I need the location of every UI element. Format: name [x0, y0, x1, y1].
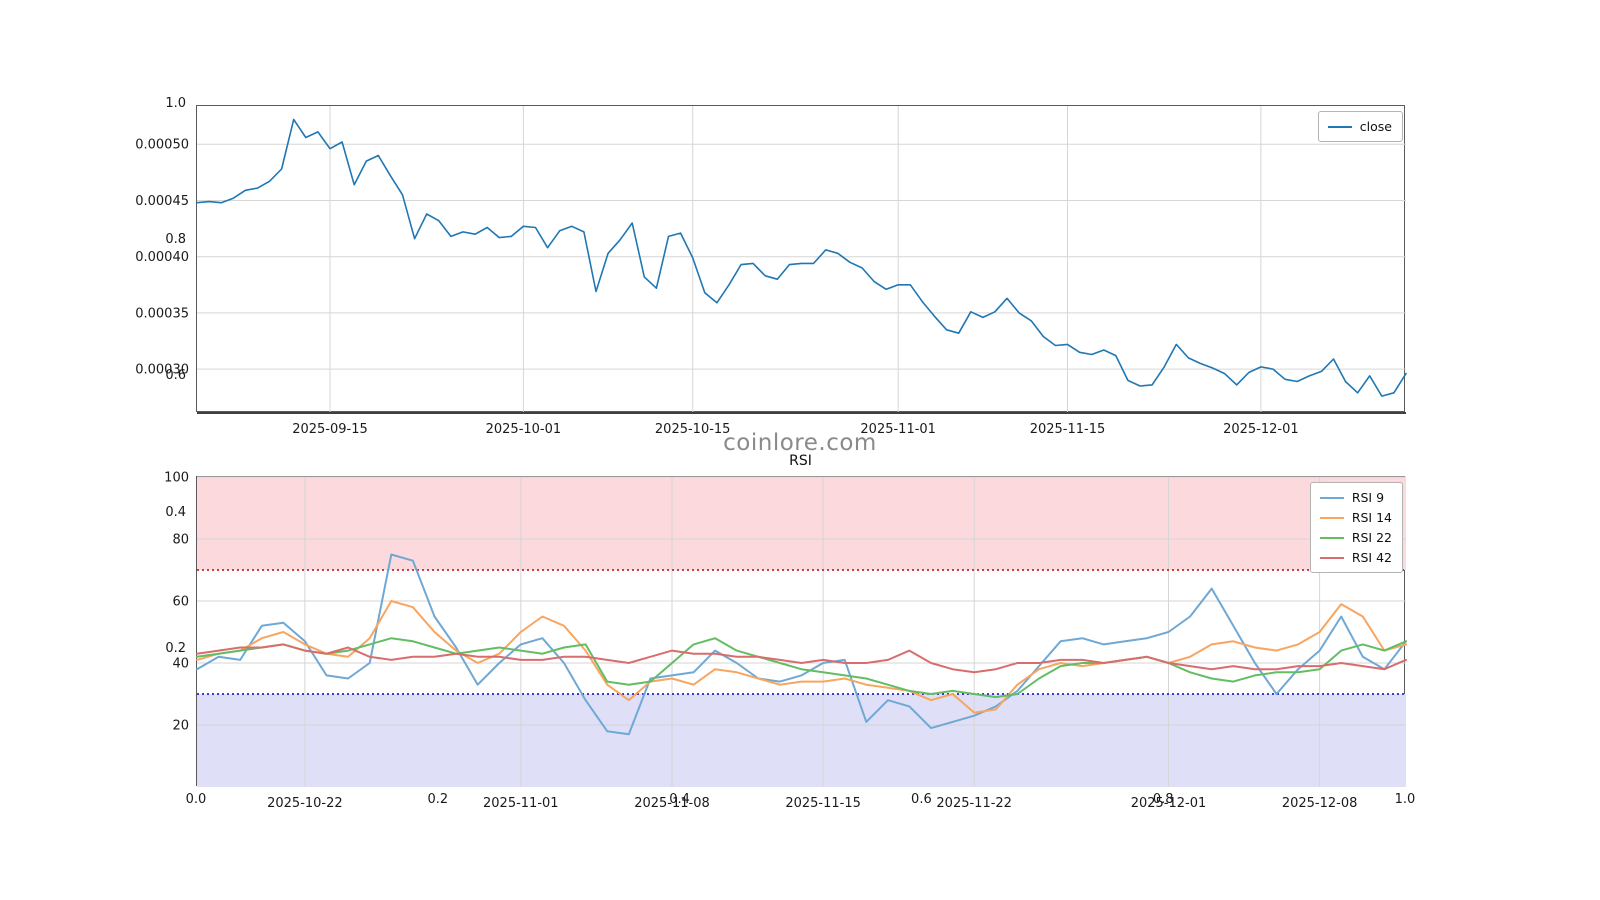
x-tick-label: 2025-12-01 — [1131, 796, 1207, 811]
legend-line-sample — [1327, 125, 1352, 128]
x-tick-label: 2025-12-08 — [1282, 796, 1358, 811]
y-tick-label: 0.00050 — [135, 138, 189, 153]
legend-line-sample — [1319, 516, 1344, 519]
overlay-y-tick-label: 0.2 — [165, 640, 186, 656]
legend-label: RSI 42 — [1351, 550, 1392, 565]
y-tick-label: 0.00030 — [135, 363, 189, 378]
series-line-close — [196, 118, 1407, 397]
legend-line-sample — [1319, 536, 1344, 539]
legend-label: close — [1359, 119, 1392, 134]
y-tick-label: 20 — [172, 719, 189, 734]
legend-line-sample — [1319, 496, 1344, 499]
rsi-legend: RSI 9 RSI 14 RSI 22 RSI 42 — [1309, 482, 1403, 573]
x-tick-label: 2025-10-15 — [655, 422, 731, 437]
y-tick-label: 80 — [172, 533, 189, 548]
x-tick-label: 2025-11-15 — [1030, 422, 1106, 437]
x-tick-label: 2025-10-22 — [267, 796, 343, 811]
series-line-rsi-9 — [196, 553, 1407, 736]
overlay-x-tick-label: 1.0 — [1394, 792, 1416, 807]
y-tick-label: 60 — [172, 595, 189, 610]
series-line-rsi-42 — [196, 643, 1407, 674]
overlay-x-tick-label: 0.4 — [669, 792, 690, 807]
x-tick-label: 2025-11-01 — [483, 796, 559, 811]
y-tick-label: 100 — [164, 471, 189, 486]
overlay-x-tick-label: 0.2 — [427, 792, 449, 807]
overlay-y-tick-label: 0.8 — [165, 232, 186, 248]
x-tick-label: 2025-12-01 — [1223, 422, 1299, 437]
y-tick-label: 40 — [172, 657, 189, 672]
y-tick-label: 0.00045 — [135, 194, 189, 209]
watermark: coinlore.com — [723, 430, 877, 456]
legend-label: RSI 9 — [1351, 490, 1385, 505]
series-line-rsi-22 — [196, 637, 1407, 699]
rsi-chart-title: RSI — [789, 453, 812, 469]
x-tick-label: 2025-11-01 — [860, 422, 936, 437]
x-tick-label: 2025-11-15 — [785, 796, 861, 811]
x-tick-label: 2025-10-01 — [486, 422, 562, 437]
y-tick-label: 0.00035 — [135, 306, 189, 321]
legend-label: RSI 14 — [1351, 510, 1392, 525]
legend-item: RSI 22 — [1319, 528, 1392, 547]
legend-label: RSI 22 — [1351, 530, 1392, 545]
y-tick-label: 0.00040 — [135, 250, 189, 265]
oversold-zone — [197, 694, 1406, 787]
overbought-zone — [197, 477, 1406, 570]
rsi-chart: 2025-10-22 2025-11-01 2025-11-08 2025-11-15… — [164, 471, 1407, 811]
overlay-x-tick-label: 0.6 — [911, 792, 932, 807]
legend-item: close — [1327, 117, 1392, 136]
legend-item: RSI 42 — [1319, 548, 1392, 567]
overlay-y-tick-label: 0.4 — [165, 504, 186, 520]
legend-item: RSI 9 — [1319, 488, 1392, 507]
x-tick-label: 2025-09-15 — [292, 422, 368, 437]
series-line-rsi-14 — [196, 600, 1407, 714]
price-legend: close — [1317, 111, 1403, 142]
x-tick-label: 2025-11-22 — [936, 796, 1012, 811]
overlay-y-tick-label: 1.0 — [165, 96, 186, 111]
legend-line-sample — [1319, 556, 1344, 559]
x-tick-label: 2025-11-08 — [634, 796, 710, 811]
overlay-x-tick-label: 0.8 — [1152, 792, 1174, 807]
overlay-x-tick-label: 0.0 — [185, 792, 207, 807]
legend-item: RSI 14 — [1319, 508, 1392, 527]
price-chart: 2025-09-15 2025-10-01 2025-10-15 2025-11-01… — [135, 105, 1407, 437]
overlay-y-tick-label: 0.6 — [165, 368, 186, 384]
